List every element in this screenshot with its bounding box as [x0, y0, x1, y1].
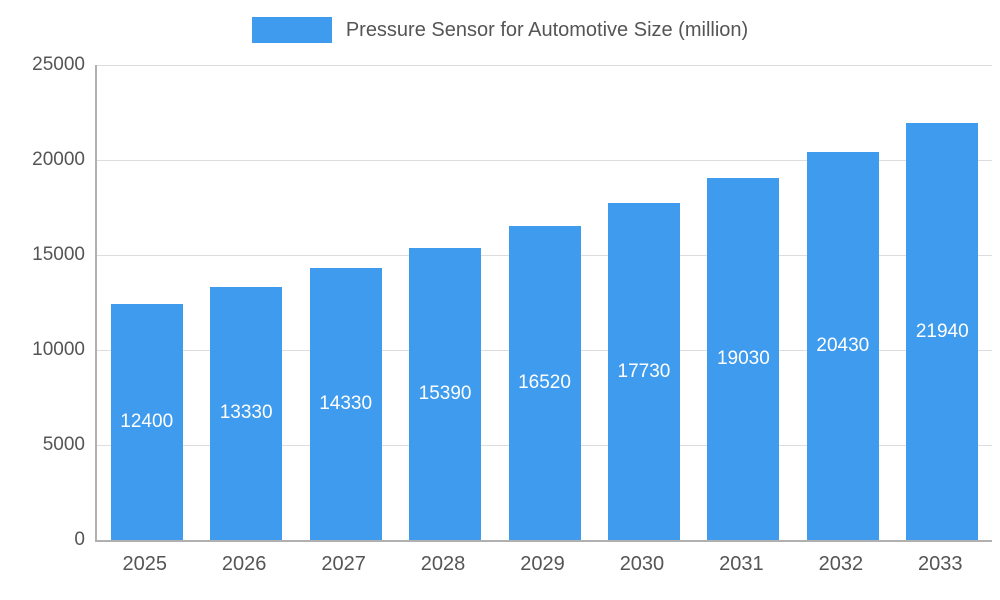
y-axis-label: 20000 [32, 149, 85, 170]
bar: 17730 [607, 203, 680, 540]
plot-area: 12400 13330 14330 15390 16520 17730 19030 20430… [95, 65, 992, 542]
legend-swatch [251, 17, 332, 43]
bar: 20430 [806, 151, 879, 540]
bar-value-label: 15390 [418, 382, 472, 404]
y-axis-label: 15000 [32, 244, 85, 265]
x-axis-labels: 2025 2026 2027 2028 2029 2030 2031 2032 2033 [95, 553, 990, 583]
bar: 16520 [508, 226, 581, 540]
bar: 14330 [309, 267, 382, 540]
gridline [97, 160, 992, 161]
x-axis-label: 2031 [719, 553, 764, 575]
bar-value-label: 20430 [816, 334, 870, 356]
bar-value-label: 12400 [120, 411, 174, 433]
y-axis-label: 10000 [32, 339, 85, 360]
x-axis-label: 2025 [122, 553, 167, 575]
bar: 21940 [906, 123, 979, 540]
x-axis-label: 2032 [818, 553, 864, 575]
bar: 19030 [707, 178, 780, 540]
y-axis-label: 5000 [42, 434, 85, 455]
x-axis-label: 2028 [420, 553, 466, 575]
x-axis-label: 2033 [918, 553, 963, 575]
bar-value-label: 13330 [219, 402, 273, 424]
bar-value-label: 21940 [915, 320, 969, 342]
bar-value-label: 17730 [617, 360, 671, 382]
bar: 12400 [110, 304, 183, 540]
bar: 13330 [210, 286, 283, 540]
bar-value-label: 14330 [319, 392, 373, 414]
x-axis-label: 2027 [321, 553, 366, 575]
legend-label: Pressure Sensor for Automotive Size (mil… [345, 18, 749, 41]
x-axis-label: 2026 [221, 553, 267, 575]
gridline [97, 65, 992, 66]
y-axis-label: 25000 [32, 54, 85, 75]
bar-value-label: 16520 [518, 372, 571, 394]
bar-value-label: 19030 [716, 348, 770, 370]
legend: Pressure Sensor for Automotive Size (mil… [0, 16, 1000, 44]
x-axis-label: 2029 [520, 553, 565, 575]
bar: 15390 [409, 247, 482, 540]
y-axis-labels: 0 5000 10000 15000 20000 25000 [0, 54, 85, 550]
x-axis-label: 2030 [619, 553, 665, 575]
y-axis-label: 0 [74, 529, 85, 550]
